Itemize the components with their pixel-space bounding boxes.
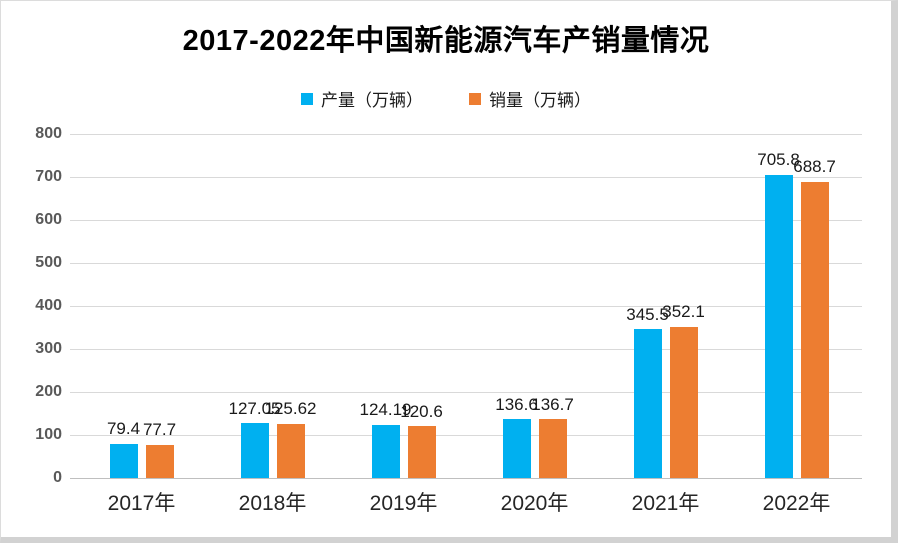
x-axis-line [70,478,862,479]
gridline [70,220,862,221]
value-label-production-2020年: 136.6 [495,394,538,414]
y-tick-label: 100 [35,426,62,443]
bar-wrap-sales: 120.6 [400,402,443,478]
bar-wrap-sales: 352.1 [662,302,705,478]
value-label-production-2022年: 705.8 [757,149,800,169]
bar-sales-2017年 [145,444,174,478]
y-tick-label: 200 [35,383,62,400]
x-tick-label-2021年: 2021年 [631,492,700,515]
bar-group-2019年: 124.19 120.6 [338,134,469,478]
bar-wrap-production: 345.5 [626,305,669,478]
bar-wrap-sales: 125.62 [265,399,317,478]
legend: 产量（万辆） 销量（万辆） [1,86,891,111]
bar-sales-2021年 [669,326,698,478]
gridlines: 0 100 200 300 400 500 600 700 800 [35,125,862,486]
bar-sales-2019年 [407,426,436,478]
gridline [70,349,862,350]
value-label-production-2018年: 127.05 [228,398,281,418]
value-label-sales-2022年: 688.7 [793,157,836,177]
value-label-production-2021年: 345.5 [626,304,669,324]
y-tick-label: 300 [35,340,62,357]
plot-area: 0 100 200 300 400 500 600 700 800 79.4 77.7 127.05… [35,125,862,486]
bar-wrap-production: 79.4 [106,419,141,478]
bar-sales-2018年 [276,424,305,478]
x-tick-label-2018年: 2018年 [238,492,307,515]
y-tick-label: 600 [35,211,62,228]
gridline [70,134,862,135]
bar-production-2018年 [240,423,269,478]
bar-production-2020年 [502,419,531,478]
value-label-sales-2021年: 352.1 [662,302,705,322]
bar-production-2022年 [764,174,793,478]
gridline [70,177,862,178]
chart-title: 2017-2022年中国新能源汽车产销量情况 [182,25,710,57]
gridline [70,263,862,264]
legend-label-sales: 销量（万辆） [489,91,591,110]
gridline [70,435,862,436]
value-label-sales-2019年: 120.6 [400,401,443,421]
bar-group-2020年: 136.6 136.7 [469,134,600,478]
bar-groups: 79.4 77.7 127.05 125.62 124.19 120.6 136.6 136.… [76,134,862,478]
y-tick-label: 500 [35,254,62,271]
gridline [70,392,862,393]
bar-production-2021年 [633,329,662,478]
gridline [70,306,862,307]
y-tick-label: 0 [53,469,62,486]
x-tick-label-2017年: 2017年 [107,492,176,515]
legend-swatch-production-icon [301,92,313,105]
bar-production-2019年 [371,424,400,478]
value-label-production-2017年: 79.4 [106,419,141,439]
bar-group-2021年: 345.5 352.1 [600,134,731,478]
x-tick-label-2022年: 2022年 [762,492,831,515]
bar-wrap-sales: 136.7 [531,395,574,478]
x-axis-labels: 2017年 2018年 2019年 2020年 2021年 2022年 [76,487,862,517]
y-tick-label: 800 [35,125,62,142]
bar-sales-2020年 [538,419,567,478]
bar-wrap-sales: 688.7 [793,157,836,478]
bar-wrap-production: 124.19 [360,400,412,478]
bar-wrap-sales: 77.7 [142,420,177,478]
value-label-production-2019年: 124.19 [359,400,412,420]
y-tick-label: 700 [35,168,62,185]
legend-item-sales: 销量（万辆） [469,86,591,111]
y-tick-label: 400 [35,297,62,314]
bar-group-2018年: 127.05 125.62 [207,134,338,478]
bar-group-2022年: 705.8 688.7 [731,134,862,478]
legend-item-production: 产量（万辆） [301,86,423,111]
legend-label-production: 产量（万辆） [321,91,423,110]
value-label-sales-2017年: 77.7 [142,420,177,440]
x-tick-label-2020年: 2020年 [500,492,569,515]
bar-wrap-production: 705.8 [757,150,800,478]
bar-production-2017年 [109,443,138,478]
value-label-sales-2020年: 136.7 [531,394,574,414]
bar-sales-2022年 [800,181,829,478]
bar-group-2017年: 79.4 77.7 [76,134,207,478]
bar-wrap-production: 127.05 [229,399,281,478]
value-label-sales-2018年: 125.62 [264,399,317,419]
legend-swatch-sales-icon [469,92,481,105]
bar-wrap-production: 136.6 [495,395,538,478]
x-tick-label-2019年: 2019年 [369,492,438,515]
